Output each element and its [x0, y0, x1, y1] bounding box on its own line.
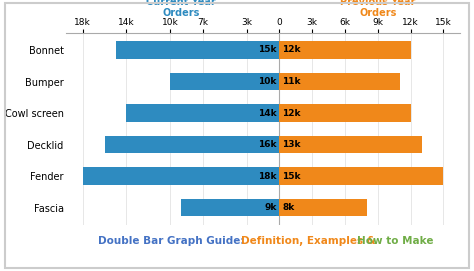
Text: 8k: 8k — [282, 203, 294, 212]
Text: 9k: 9k — [264, 203, 277, 212]
Text: How to Make: How to Make — [357, 236, 434, 246]
Bar — [280, 199, 367, 216]
Text: 12k: 12k — [282, 109, 301, 118]
Text: 12k: 12k — [282, 46, 301, 54]
Text: 16k: 16k — [258, 140, 277, 149]
Text: 15k: 15k — [258, 46, 277, 54]
Text: 15k: 15k — [282, 172, 301, 181]
Text: Previous Year: Previous Year — [340, 0, 416, 7]
Bar — [181, 199, 280, 216]
Bar — [280, 104, 410, 122]
Text: Definition, Examples &: Definition, Examples & — [241, 236, 380, 246]
Bar — [116, 41, 280, 59]
Text: Orders: Orders — [163, 8, 200, 18]
Bar — [83, 167, 280, 185]
Bar — [170, 73, 280, 90]
Bar — [127, 104, 280, 122]
Text: 14k: 14k — [258, 109, 277, 118]
Text: Double Bar Graph Guide:: Double Bar Graph Guide: — [98, 236, 248, 246]
Text: Orders: Orders — [359, 8, 397, 18]
Text: 13k: 13k — [282, 140, 301, 149]
Text: 11k: 11k — [282, 77, 301, 86]
Text: 18k: 18k — [258, 172, 277, 181]
Bar — [280, 167, 443, 185]
Bar — [280, 73, 400, 90]
Bar — [105, 136, 280, 153]
Bar — [280, 41, 410, 59]
Text: Current Year: Current Year — [146, 0, 216, 7]
Text: 10k: 10k — [258, 77, 277, 86]
Bar — [280, 136, 421, 153]
